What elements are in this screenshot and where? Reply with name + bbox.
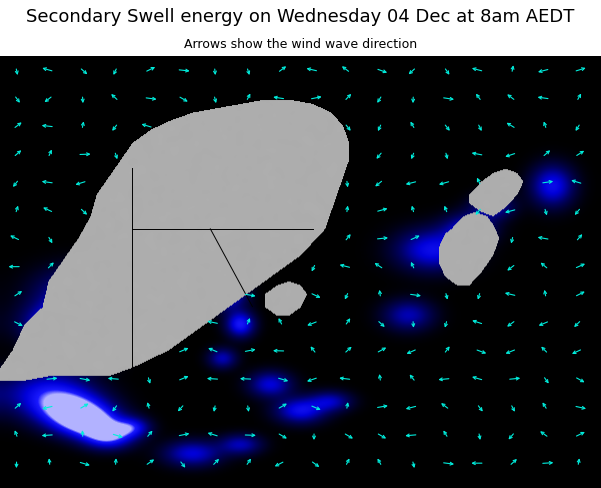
Text: Arrows show the wind wave direction: Arrows show the wind wave direction (184, 39, 417, 51)
Text: Secondary Swell energy on Wednesday 04 Dec at 8am AEDT: Secondary Swell energy on Wednesday 04 D… (26, 8, 575, 26)
